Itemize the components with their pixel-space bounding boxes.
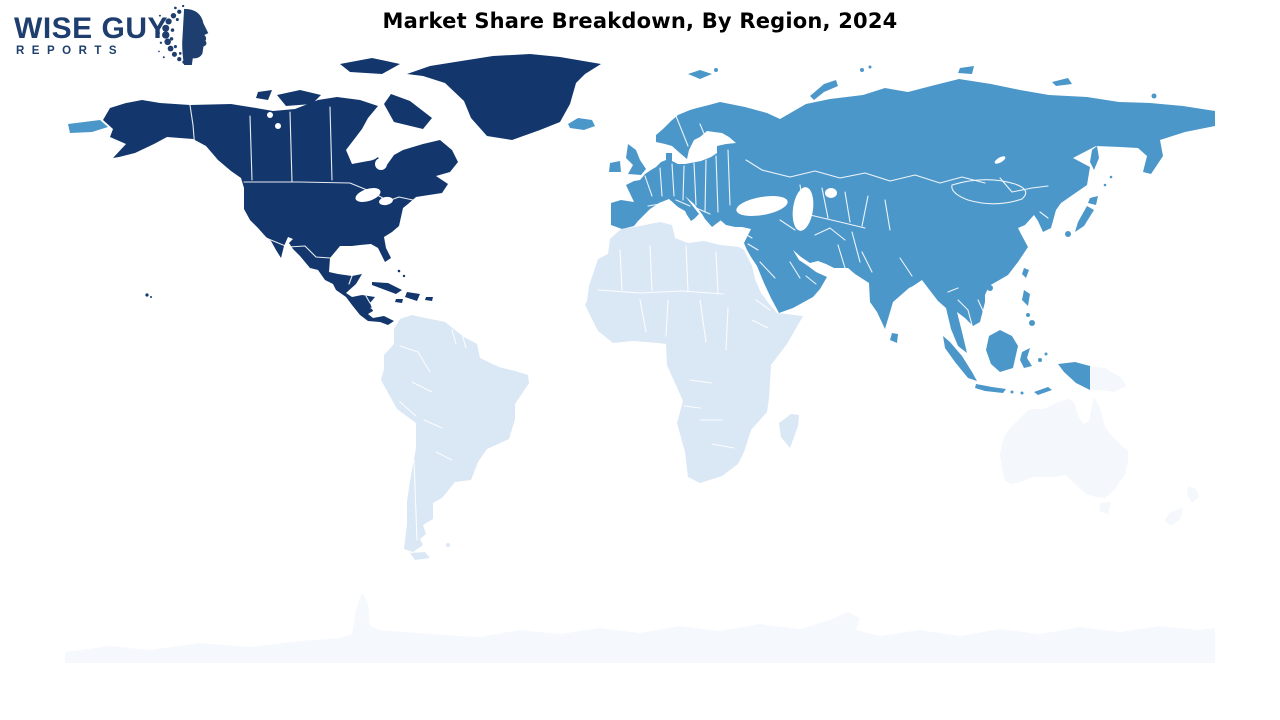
wrangel-island (1151, 93, 1157, 99)
southampton-island (352, 108, 368, 116)
lesser-sunda-1 (1010, 390, 1014, 394)
region-oceania (1000, 366, 1199, 526)
kuril-2 (1109, 175, 1113, 179)
james-bay (375, 158, 387, 170)
caspian-sea (792, 187, 814, 231)
new-guinea-west (1058, 362, 1090, 390)
antarctica-band (65, 592, 1215, 663)
severnaya-zemlya (958, 66, 974, 74)
japan-honshu (1075, 206, 1094, 232)
timor (1034, 387, 1052, 395)
hispaniola (405, 292, 420, 301)
great-lakes-east (379, 196, 393, 206)
baltic-sea (694, 145, 710, 159)
sulawesi (1020, 348, 1032, 368)
banks-island (256, 90, 272, 100)
puerto-rico (425, 297, 433, 301)
chart-title: Market Share Breakdown, By Region, 2024 (382, 9, 898, 33)
kuril-1 (1103, 183, 1107, 187)
falkland-islands (446, 543, 450, 547)
aral-sea (825, 188, 837, 198)
victoria-island (277, 90, 321, 106)
tierra-del-fuego (410, 552, 430, 560)
logo-wordmark: WISE GUY REPORTS (14, 14, 168, 58)
inland-seas (267, 112, 1006, 231)
sumatra (943, 336, 977, 381)
bahamas (397, 269, 401, 273)
great-slave-lake (275, 123, 281, 129)
country-borders (189, 104, 1049, 541)
franz-josef (860, 68, 864, 72)
hawaii-2 (150, 296, 152, 298)
greenland (407, 54, 601, 140)
region-south-america-africa (381, 222, 803, 560)
japan-kyushu (1065, 231, 1071, 237)
taiwan (1022, 268, 1029, 278)
great-bear-lake (267, 112, 273, 118)
dotted-head-profile-icon (158, 4, 209, 65)
new-zealand-north (1187, 486, 1199, 503)
hawaii (145, 293, 149, 297)
region-antarctica (65, 592, 1215, 663)
south-america (381, 315, 529, 552)
region-europe-asia (68, 65, 1215, 395)
iceland (568, 118, 595, 130)
new-zealand-south (1165, 508, 1183, 526)
black-sea (736, 196, 788, 216)
australia (1000, 397, 1128, 498)
wise-guy-reports-logo: WISE GUY REPORTS (14, 4, 216, 66)
moluccas-2 (1044, 352, 1048, 356)
svalbard-2 (714, 68, 718, 72)
north-america-mainland (103, 97, 458, 325)
great-britain (626, 144, 646, 175)
logo-line2: REPORTS (16, 45, 125, 58)
great-lakes (355, 188, 381, 202)
eurasia-mainland (611, 79, 1215, 353)
lesser-sunda-2 (1020, 391, 1024, 395)
philippines-visayas (1026, 313, 1030, 317)
japan-hokkaido (1088, 196, 1098, 205)
cuba (372, 282, 402, 294)
sri-lanka (890, 333, 898, 343)
new-siberian-islands (1052, 78, 1072, 86)
tasmania (1099, 502, 1111, 514)
logo-line1: WISE GUY (14, 12, 169, 46)
chukotka-west-wrap (68, 120, 108, 133)
philippines-mindanao (1029, 320, 1035, 326)
bahamas-2 (402, 274, 406, 278)
ellesmere-island (340, 58, 400, 74)
svalbard (688, 70, 712, 79)
philippines-luzon (1022, 290, 1030, 306)
new-guinea-east (1090, 366, 1126, 392)
borneo (986, 330, 1018, 372)
baffin-island (384, 94, 432, 129)
africa (585, 222, 803, 483)
madagascar (779, 414, 799, 448)
java (975, 384, 1006, 393)
jamaica (395, 299, 403, 303)
lake-baikal (994, 156, 1006, 164)
hudson-bay (352, 135, 382, 161)
region-north-america (103, 54, 601, 325)
sakhalin (1090, 146, 1099, 170)
moluccas (1038, 358, 1042, 362)
franz-josef-2 (868, 65, 872, 69)
hainan (987, 285, 993, 291)
ireland (609, 161, 621, 172)
novaya-zemlya (810, 80, 838, 100)
